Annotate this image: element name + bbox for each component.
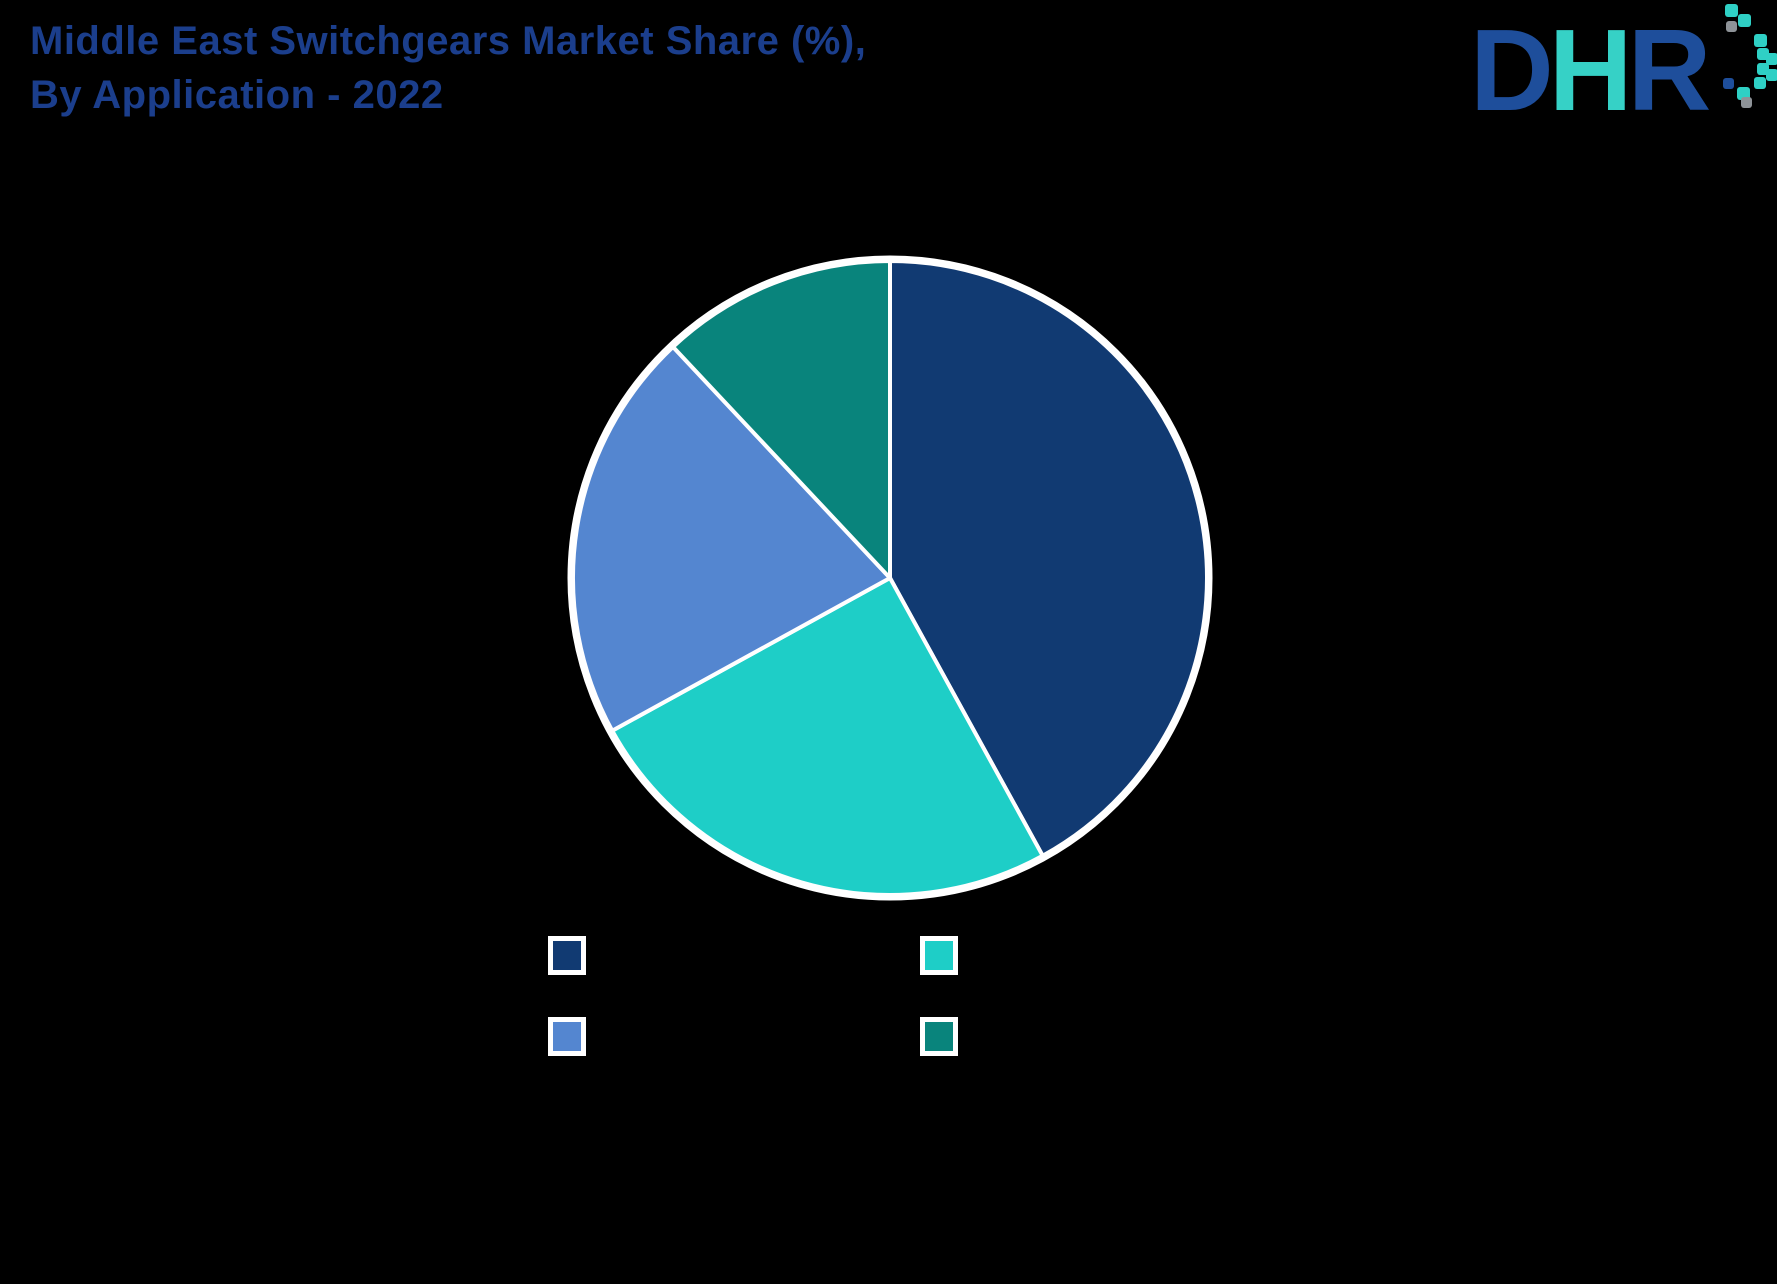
chart-title-line2: By Application - 2022	[30, 73, 444, 117]
logo-letter-d: D	[1470, 5, 1554, 135]
logo-dot	[1754, 77, 1766, 89]
legend-swatch	[920, 1017, 958, 1056]
legend-swatch	[548, 936, 586, 975]
chart-title-line1: Middle East Switchgears Market Share (%)…	[30, 19, 867, 63]
legend-swatch	[920, 936, 958, 975]
logo-dot	[1726, 21, 1737, 32]
logo-dot	[1738, 14, 1751, 27]
pie-segment	[610, 576, 1045, 897]
logo-dot	[1741, 97, 1752, 108]
dhr-logo-letters: DHR	[1470, 12, 1711, 128]
logo-dot	[1766, 69, 1777, 81]
logo-letter-h: H	[1548, 5, 1633, 135]
legend-item	[920, 936, 1080, 978]
pie-chart	[567, 255, 1213, 901]
dhr-logo: DHR	[1470, 4, 1777, 134]
pie-outer-ring	[567, 255, 1213, 901]
logo-letter-r: R	[1627, 5, 1712, 135]
logo-dots-decoration	[1700, 0, 1777, 120]
logo-dot	[1725, 4, 1738, 17]
logo-dot	[1737, 87, 1750, 100]
legend-swatch	[548, 1017, 586, 1056]
pie-segment	[888, 259, 1209, 858]
logo-dot	[1754, 34, 1767, 47]
pie-segment	[571, 344, 892, 733]
logo-dot	[1723, 78, 1734, 89]
legend-item	[548, 1017, 708, 1059]
legend-item	[920, 1017, 1080, 1059]
chart-title: Middle East Switchgears Market Share (%)…	[30, 14, 866, 122]
pie-segment	[670, 259, 892, 580]
legend-item	[548, 936, 708, 978]
pie-chart-area	[540, 228, 1240, 928]
logo-dot	[1766, 53, 1777, 65]
